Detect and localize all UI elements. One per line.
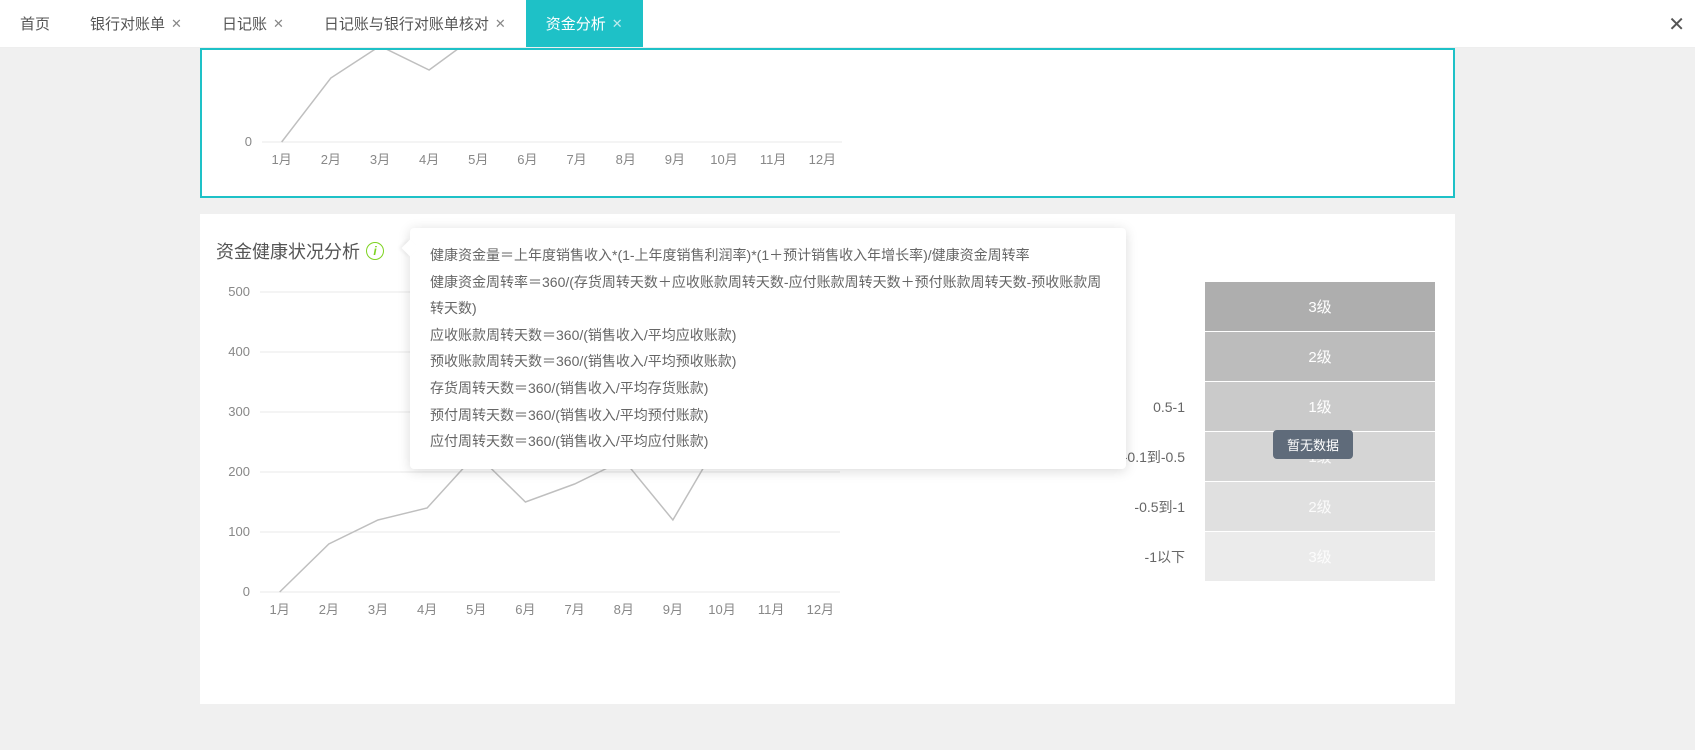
svg-text:2月: 2月 — [319, 602, 339, 617]
svg-text:11月: 11月 — [758, 602, 785, 617]
svg-text:7月: 7月 — [564, 602, 584, 617]
svg-text:12月: 12月 — [809, 152, 836, 167]
svg-text:1月: 1月 — [270, 602, 290, 617]
svg-text:2月: 2月 — [321, 152, 341, 167]
tooltip-line: 健康资金量＝上年度销售收入*(1-上年度销售利润率)*(1＋预计销售收入年增长率… — [430, 242, 1106, 269]
close-panel-icon[interactable]: ✕ — [1668, 12, 1685, 37]
svg-text:10月: 10月 — [710, 152, 737, 167]
tab-银行对账单[interactable]: 银行对账单 ✕ — [70, 0, 202, 47]
svg-text:200: 200 — [228, 464, 250, 479]
svg-text:5月: 5月 — [468, 152, 488, 167]
svg-text:3月: 3月 — [370, 152, 390, 167]
tab-label: 日记账与银行对账单核对 — [324, 13, 489, 34]
svg-text:4月: 4月 — [417, 602, 437, 617]
tab-label: 日记账 — [222, 13, 267, 34]
tab-close-icon[interactable]: ✕ — [171, 16, 182, 32]
svg-text:9月: 9月 — [663, 602, 683, 617]
svg-text:5月: 5月 — [466, 602, 486, 617]
svg-text:100: 100 — [228, 524, 250, 539]
svg-text:10月: 10月 — [708, 602, 735, 617]
tab-日记账[interactable]: 日记账 ✕ — [202, 0, 304, 47]
level-range: -1以下 — [1055, 532, 1205, 581]
info-icon[interactable]: i — [366, 242, 384, 260]
formula-tooltip: 健康资金量＝上年度销售收入*(1-上年度销售利润率)*(1＋预计销售收入年增长率… — [410, 228, 1126, 469]
level-label: 2级 — [1205, 332, 1435, 381]
nodata-badge: 暂无数据 — [1273, 430, 1353, 459]
tooltip-line: 预收账款周转天数＝360/(销售收入/平均预收账款) — [430, 348, 1106, 375]
svg-text:400: 400 — [228, 344, 250, 359]
tab-bar: 首页 银行对账单 ✕ 日记账 ✕ 日记账与银行对账单核对 ✕ 资金分析 ✕ ✕ — [0, 0, 1695, 48]
svg-text:6月: 6月 — [515, 602, 535, 617]
svg-text:300: 300 — [228, 404, 250, 419]
svg-text:9月: 9月 — [665, 152, 685, 167]
tab-label: 资金分析 — [546, 13, 606, 34]
svg-text:7月: 7月 — [566, 152, 586, 167]
svg-text:3月: 3月 — [368, 602, 388, 617]
svg-text:0: 0 — [245, 134, 252, 149]
tooltip-line: 应付周转天数＝360/(销售收入/平均应付账款) — [430, 428, 1106, 455]
tab-bar-right: ✕ — [1668, 0, 1685, 48]
level-row: -0.5到-12级 — [1055, 482, 1435, 532]
tab-close-icon[interactable]: ✕ — [495, 16, 506, 32]
top-chart-panel: 0 1月 2月 3月 4月 5月 6月 7月 8月 9月 10月 11月 12月 — [200, 48, 1455, 198]
tab-日记账与银行对账单核对[interactable]: 日记账与银行对账单核对 ✕ — [304, 0, 526, 47]
level-range: -0.5到-1 — [1055, 482, 1205, 531]
tab-label: 银行对账单 — [90, 13, 165, 34]
svg-text:8月: 8月 — [616, 152, 636, 167]
svg-text:12月: 12月 — [807, 602, 834, 617]
svg-text:500: 500 — [228, 284, 250, 299]
tooltip-line: 预付周转天数＝360/(销售收入/平均预付账款) — [430, 402, 1106, 429]
svg-text:0: 0 — [243, 584, 250, 599]
tooltip-line: 健康资金周转率＝360/(存货周转天数＋应收账款周转天数-应付账款周转天数＋预付… — [430, 269, 1106, 322]
level-label: 3级 — [1205, 532, 1435, 581]
level-label: 2级 — [1205, 482, 1435, 531]
tooltip-line: 应收账款周转天数＝360/(销售收入/平均应收账款) — [430, 322, 1106, 349]
section-title-text: 资金健康状况分析 — [216, 238, 360, 264]
tab-首页[interactable]: 首页 — [0, 0, 70, 47]
level-label: 1级 — [1205, 382, 1435, 431]
tab-资金分析[interactable]: 资金分析 ✕ — [526, 0, 643, 47]
tab-close-icon[interactable]: ✕ — [273, 16, 284, 32]
level-label: 3级 — [1205, 282, 1435, 331]
svg-text:8月: 8月 — [614, 602, 634, 617]
svg-text:1月: 1月 — [272, 152, 292, 167]
svg-text:11月: 11月 — [760, 152, 787, 167]
svg-text:4月: 4月 — [419, 152, 439, 167]
top-line-chart: 0 1月 2月 3月 4月 5月 6月 7月 8月 9月 10月 11月 12月 — [212, 48, 852, 172]
svg-text:6月: 6月 — [517, 152, 537, 167]
tab-label: 首页 — [20, 13, 50, 34]
level-row: -1以下3级 — [1055, 532, 1435, 582]
tab-close-icon[interactable]: ✕ — [612, 16, 623, 32]
tooltip-line: 存货周转天数＝360/(销售收入/平均存货账款) — [430, 375, 1106, 402]
